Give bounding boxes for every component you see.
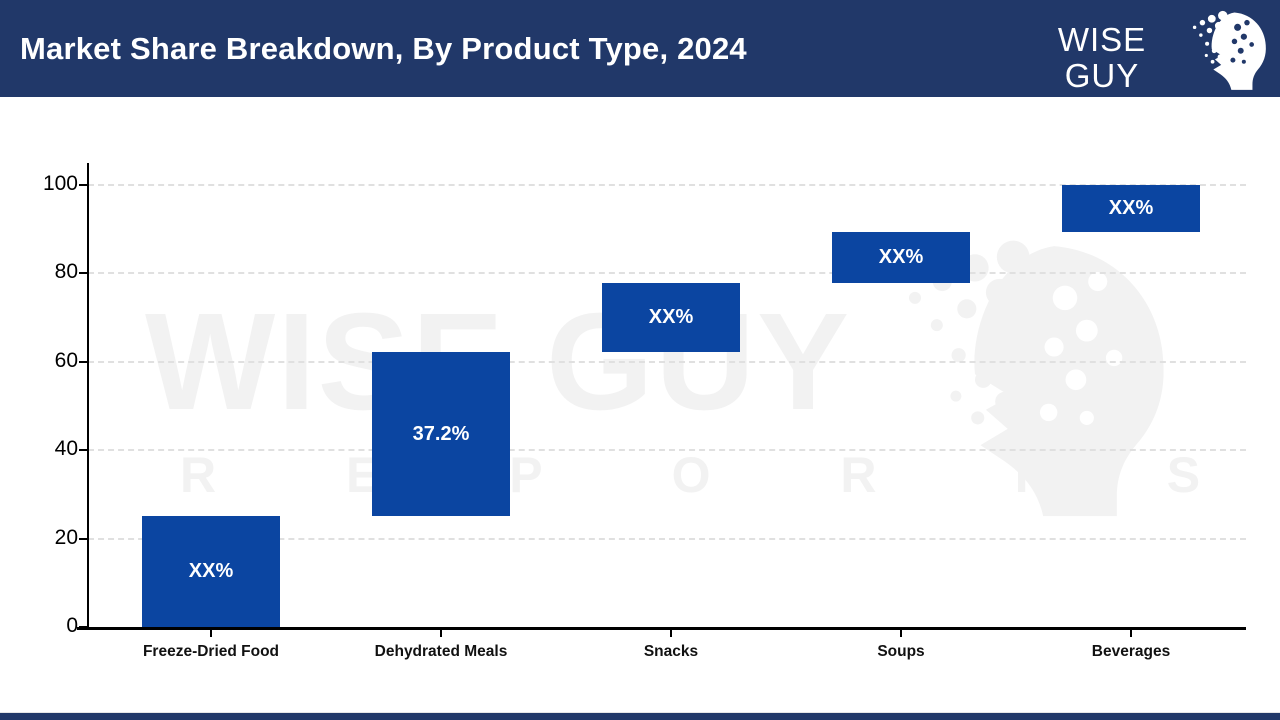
chart-plot-area: 0 20 40 60 80 100 XX% Freeze-Dried Food 37.2% Deh… (0, 97, 1280, 714)
x-tick-label: Soups (877, 643, 925, 660)
bar: XX% (1062, 184, 1200, 233)
x-tick-label: Dehydrated Meals (374, 643, 508, 660)
y-tick-mark (79, 537, 88, 540)
bar-value-label: XX% (878, 246, 924, 268)
x-tick-mark (440, 629, 442, 637)
grid-line (88, 183, 1246, 186)
grid-line (88, 360, 1246, 363)
grid-line (88, 272, 1246, 274)
bar: XX% (602, 282, 740, 352)
bar: 37.2% (372, 351, 510, 517)
x-tick-label: Beverages (1091, 643, 1171, 660)
y-axis-line (87, 163, 89, 630)
y-tick-label: 0 (66, 614, 78, 637)
brand-logo: WISE GUY R E P O R T S (1022, 8, 1272, 130)
bar-value-label: XX% (188, 560, 234, 583)
x-tick-mark (210, 629, 212, 637)
bar: XX% (832, 232, 970, 283)
x-tick-mark (670, 629, 672, 637)
bar-value-label: 37.2% (412, 422, 470, 445)
bar: XX% (142, 516, 280, 627)
y-tick-mark (79, 449, 88, 451)
x-tick-label: Freeze-Dried Food (142, 643, 280, 660)
y-tick-label: 80 (54, 260, 78, 283)
y-tick-mark (79, 272, 88, 274)
y-tick-label: 40 (54, 437, 78, 460)
bar-value-label: XX% (648, 305, 694, 328)
y-tick-mark (79, 183, 88, 186)
y-tick-mark (79, 360, 88, 363)
chart-area: WISE GUY R E P O R T S 0 20 40 60 80 100 XX% Fr… (0, 97, 1280, 714)
y-tick-label: 20 (54, 525, 78, 549)
y-tick-label: 100 (42, 171, 78, 195)
x-tick-mark (900, 629, 902, 637)
x-tick-label: Snacks (643, 643, 699, 660)
header: Market Share Breakdown, By Product Type,… (0, 0, 1280, 130)
footer-bar (0, 712, 1280, 720)
grid-line (88, 449, 1246, 451)
y-tick-label: 60 (54, 348, 78, 372)
x-axis-line (77, 627, 1246, 630)
page-title: Market Share Breakdown, By Product Type,… (20, 30, 747, 66)
x-tick-mark (1130, 629, 1132, 637)
grid-line (88, 537, 1246, 540)
brand-head-icon (1192, 10, 1266, 90)
brand-name: WISE GUY (1057, 21, 1147, 94)
bar-value-label: XX% (1108, 196, 1154, 219)
